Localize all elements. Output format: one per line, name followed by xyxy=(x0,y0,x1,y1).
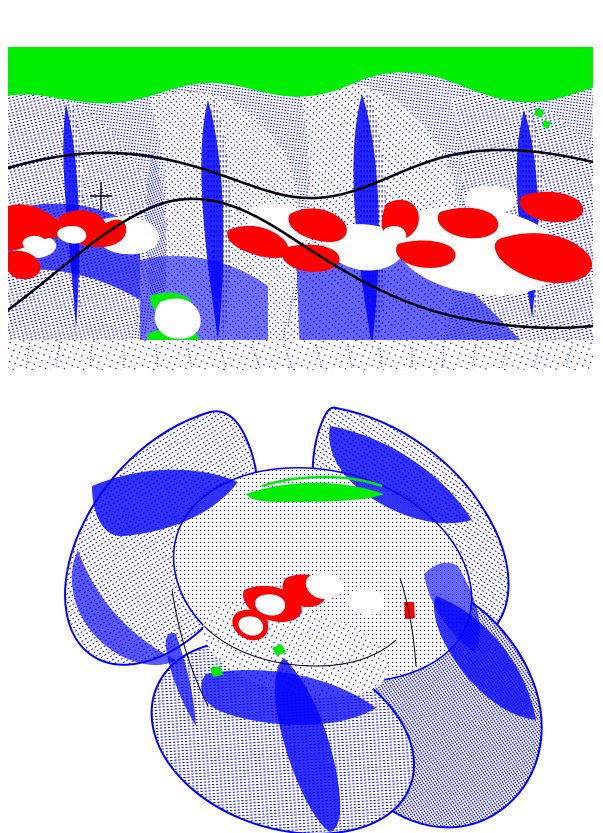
bottom-panel-svg xyxy=(0,390,603,833)
instability-tongue-10 xyxy=(494,233,593,284)
fold-edge-3 xyxy=(399,577,417,667)
seam-ridge-left xyxy=(71,550,176,666)
cap-escape-3 xyxy=(238,616,264,636)
top-panel-svg xyxy=(0,0,603,390)
panel-three-lobe-surface-projection xyxy=(0,390,603,833)
seam-ridge-center xyxy=(275,658,341,832)
fold-edge-2 xyxy=(171,589,209,707)
basin-arc-outline xyxy=(261,475,383,488)
cap-escape-2 xyxy=(255,594,286,616)
fold-edge-1 xyxy=(203,625,397,667)
bottom-fringe xyxy=(8,340,593,370)
instability-tongue-11 xyxy=(519,191,584,223)
fold-ridge-upper-right xyxy=(329,426,472,524)
upper-basin-region xyxy=(8,47,593,104)
separatrix-lower xyxy=(8,197,593,330)
escape-hole-3 xyxy=(382,226,407,244)
escape-hole-1 xyxy=(57,226,87,244)
basin-fleck-2 xyxy=(542,120,551,129)
basin-arc-cap xyxy=(246,482,384,502)
escape-hole-2 xyxy=(22,235,47,251)
instability-tongue-5 xyxy=(288,208,347,242)
instability-tongue-9 xyxy=(437,207,499,239)
basin-fleck-1 xyxy=(534,108,544,118)
panel-cylindrical-phase-portrait xyxy=(0,0,603,390)
seam-ridge-right xyxy=(424,562,481,652)
instability-tongue-2 xyxy=(8,250,41,280)
bottom-spray xyxy=(25,339,573,369)
instability-tongue-4 xyxy=(227,225,289,259)
fold-ridge-upper-left xyxy=(92,469,238,537)
cap-tongue-4 xyxy=(404,602,415,619)
basin-fleck-center xyxy=(272,644,286,656)
instability-tongue-8 xyxy=(282,244,340,272)
top-panel-content xyxy=(8,47,593,370)
basin-fleck-center-2 xyxy=(210,666,223,677)
cap-escape-1 xyxy=(305,573,343,600)
separatrix-upper xyxy=(8,148,593,200)
instability-tongue-7 xyxy=(396,240,456,268)
crosshair-marker[interactable] xyxy=(90,182,112,210)
escape-region-8 xyxy=(466,185,517,215)
escape-region-3 xyxy=(154,298,201,339)
saturated-band-right xyxy=(296,244,540,360)
seam-ridge-lower-left xyxy=(165,632,196,726)
cap-escape-4 xyxy=(347,589,385,616)
bottom-panel-content xyxy=(64,406,543,833)
